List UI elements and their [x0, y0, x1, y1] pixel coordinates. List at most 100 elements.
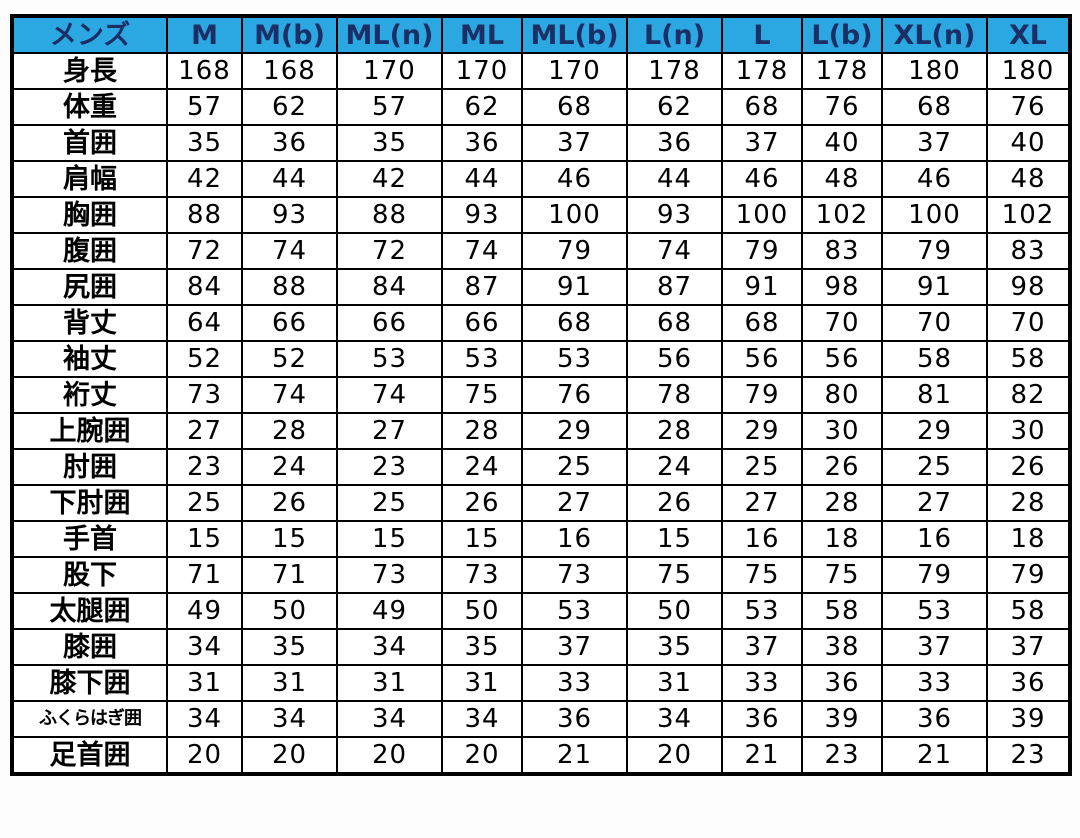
measurement-cell: 75 [626, 556, 723, 594]
measurement-cell: 178 [801, 52, 883, 90]
table-row: 膝囲 34 35 34 35 37 35 37 38 37 37 [11, 628, 1071, 666]
measurement-cell: 29 [521, 412, 628, 450]
measurement-cell: 71 [241, 556, 338, 594]
measurement-cell: 23 [986, 736, 1071, 775]
measurement-cell: 52 [241, 340, 338, 378]
measurement-cell: 20 [241, 736, 338, 775]
measurement-cell: 80 [801, 376, 883, 414]
measurement-cell: 62 [441, 88, 523, 126]
size-column-header: ML(n) [336, 15, 443, 54]
row-label: 袖丈 [11, 340, 168, 378]
table-row: 手首 15 15 15 15 16 15 16 18 16 18 [11, 520, 1071, 558]
measurement-cell: 56 [626, 340, 723, 378]
measurement-cell: 102 [801, 196, 883, 234]
measurement-cell: 178 [721, 52, 803, 90]
measurement-cell: 68 [721, 88, 803, 126]
row-label: 胸囲 [11, 196, 168, 234]
measurement-cell: 25 [721, 448, 803, 486]
measurement-cell: 50 [441, 592, 523, 630]
measurement-cell: 34 [336, 628, 443, 666]
header-row: メンズ M M(b) ML(n) ML ML(b) L(n) L L(b) XL(n) XL [11, 15, 1071, 54]
measurement-cell: 28 [441, 412, 523, 450]
measurement-cell: 35 [626, 628, 723, 666]
measurement-cell: 57 [336, 88, 443, 126]
measurement-cell: 53 [521, 592, 628, 630]
table-row: 股下 71 71 73 73 73 75 75 75 79 79 [11, 556, 1071, 594]
table-row: 肘囲 23 24 23 24 25 24 25 26 25 26 [11, 448, 1071, 486]
measurement-cell: 66 [241, 304, 338, 342]
measurement-cell: 40 [801, 124, 883, 162]
measurement-cell: 34 [241, 700, 338, 738]
measurement-cell: 57 [166, 88, 243, 126]
measurement-cell: 66 [441, 304, 523, 342]
measurement-cell: 74 [626, 232, 723, 270]
measurement-cell: 24 [241, 448, 338, 486]
measurement-cell: 21 [881, 736, 988, 775]
measurement-cell: 48 [801, 160, 883, 198]
measurement-cell: 70 [881, 304, 988, 342]
measurement-cell: 53 [336, 340, 443, 378]
corner-header-mens: メンズ [11, 15, 168, 54]
measurement-cell: 20 [336, 736, 443, 775]
measurement-cell: 87 [441, 268, 523, 306]
measurement-cell: 15 [241, 520, 338, 558]
table-row: 腹囲 72 74 72 74 79 74 79 83 79 83 [11, 232, 1071, 270]
measurement-cell: 15 [336, 520, 443, 558]
table-row: 足首囲 20 20 20 20 21 20 21 23 21 23 [11, 736, 1071, 775]
measurement-cell: 168 [241, 52, 338, 90]
row-label: 膝下囲 [11, 664, 168, 702]
table-row: 太腿囲 49 50 49 50 53 50 53 58 53 58 [11, 592, 1071, 630]
measurement-cell: 34 [626, 700, 723, 738]
measurement-cell: 31 [626, 664, 723, 702]
measurement-cell: 25 [166, 484, 243, 522]
row-label: 腹囲 [11, 232, 168, 270]
measurement-cell: 52 [166, 340, 243, 378]
row-label: 股下 [11, 556, 168, 594]
measurement-cell: 74 [441, 232, 523, 270]
measurement-cell: 68 [521, 304, 628, 342]
measurement-cell: 82 [986, 376, 1071, 414]
row-label: ふくらはぎ囲 [11, 700, 168, 738]
measurement-cell: 71 [166, 556, 243, 594]
measurement-cell: 68 [721, 304, 803, 342]
measurement-cell: 73 [441, 556, 523, 594]
measurement-cell: 33 [881, 664, 988, 702]
measurement-cell: 87 [626, 268, 723, 306]
measurement-cell: 68 [626, 304, 723, 342]
measurement-cell: 40 [986, 124, 1071, 162]
measurement-cell: 180 [986, 52, 1071, 90]
measurement-cell: 58 [801, 592, 883, 630]
row-label: 足首囲 [11, 736, 168, 775]
size-column-header: XL [986, 15, 1071, 54]
measurement-cell: 46 [721, 160, 803, 198]
measurement-cell: 20 [441, 736, 523, 775]
measurement-cell: 44 [241, 160, 338, 198]
measurement-cell: 34 [166, 628, 243, 666]
measurement-cell: 75 [721, 556, 803, 594]
row-label: 裄丈 [11, 376, 168, 414]
measurement-cell: 30 [801, 412, 883, 450]
measurement-cell: 35 [441, 628, 523, 666]
measurement-cell: 68 [881, 88, 988, 126]
measurement-cell: 76 [986, 88, 1071, 126]
measurement-cell: 26 [241, 484, 338, 522]
measurement-cell: 170 [521, 52, 628, 90]
measurement-cell: 79 [721, 232, 803, 270]
measurement-cell: 36 [441, 124, 523, 162]
measurement-cell: 75 [801, 556, 883, 594]
measurement-cell: 73 [166, 376, 243, 414]
measurement-cell: 100 [521, 196, 628, 234]
measurement-cell: 37 [986, 628, 1071, 666]
measurement-cell: 16 [521, 520, 628, 558]
measurement-cell: 76 [521, 376, 628, 414]
measurement-cell: 74 [241, 232, 338, 270]
measurement-cell: 93 [441, 196, 523, 234]
measurement-cell: 27 [166, 412, 243, 450]
measurement-cell: 15 [166, 520, 243, 558]
measurement-cell: 93 [626, 196, 723, 234]
measurement-cell: 56 [801, 340, 883, 378]
measurement-cell: 28 [241, 412, 338, 450]
table-row: ふくらはぎ囲 34 34 34 34 36 34 36 39 36 39 [11, 700, 1071, 738]
measurement-cell: 35 [241, 628, 338, 666]
measurement-cell: 29 [881, 412, 988, 450]
